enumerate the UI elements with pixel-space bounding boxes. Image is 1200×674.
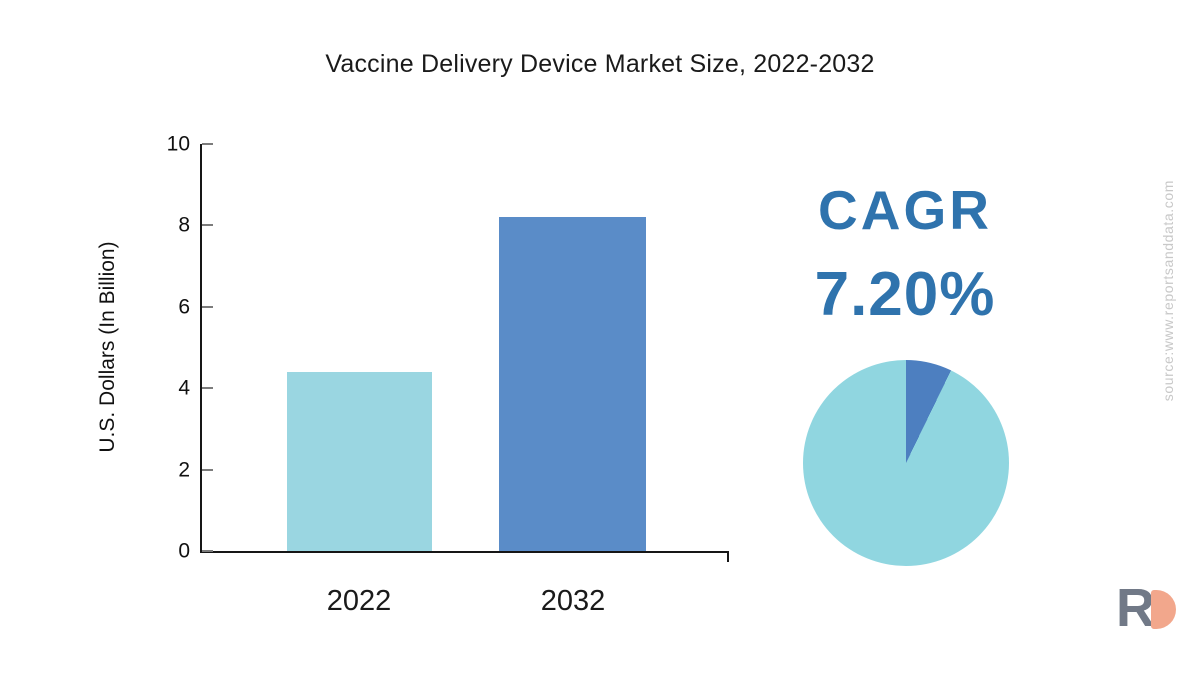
x-axis-label-2032: 2032	[540, 585, 606, 617]
bar-2032	[499, 217, 646, 551]
y-axis-tick	[202, 387, 213, 390]
y-axis-tick	[202, 224, 213, 227]
y-axis-tick-label: 0	[178, 539, 190, 563]
y-axis-tick-label: 2	[178, 458, 190, 482]
cagr-block: CAGR 7.20%	[815, 180, 996, 328]
y-axis-tick	[202, 305, 213, 308]
bar-plot-area: 2022 2032 0 2 4 6 8 10	[167, 134, 729, 617]
x-axis-label-2022: 2022	[326, 585, 392, 617]
bar-2022	[287, 371, 432, 551]
cagr-pie	[803, 360, 1009, 566]
y-axis-tick	[202, 143, 213, 145]
cagr-value: 7.20%	[814, 260, 996, 329]
y-axis-tick-label: 8	[178, 213, 190, 237]
y-axis-tick	[202, 468, 213, 471]
reports-and-data-logo: R	[1116, 578, 1176, 638]
logo-d-shape	[1151, 590, 1176, 629]
logo-letter-r: R	[1116, 578, 1155, 638]
y-axis-title: U.S. Dollars (In Billion)	[96, 241, 119, 453]
x-axis-end-tick	[727, 553, 729, 562]
y-axis-tick-label: 4	[178, 376, 190, 400]
source-note: source:www.reportsanddata.com	[1160, 180, 1176, 402]
chart-title: Vaccine Delivery Device Market Size, 202…	[325, 50, 875, 78]
y-axis-tick	[202, 550, 213, 552]
y-axis-tick-label: 6	[178, 295, 190, 319]
cagr-label: CAGR	[818, 179, 992, 241]
y-axis-tick-label: 10	[166, 132, 190, 156]
